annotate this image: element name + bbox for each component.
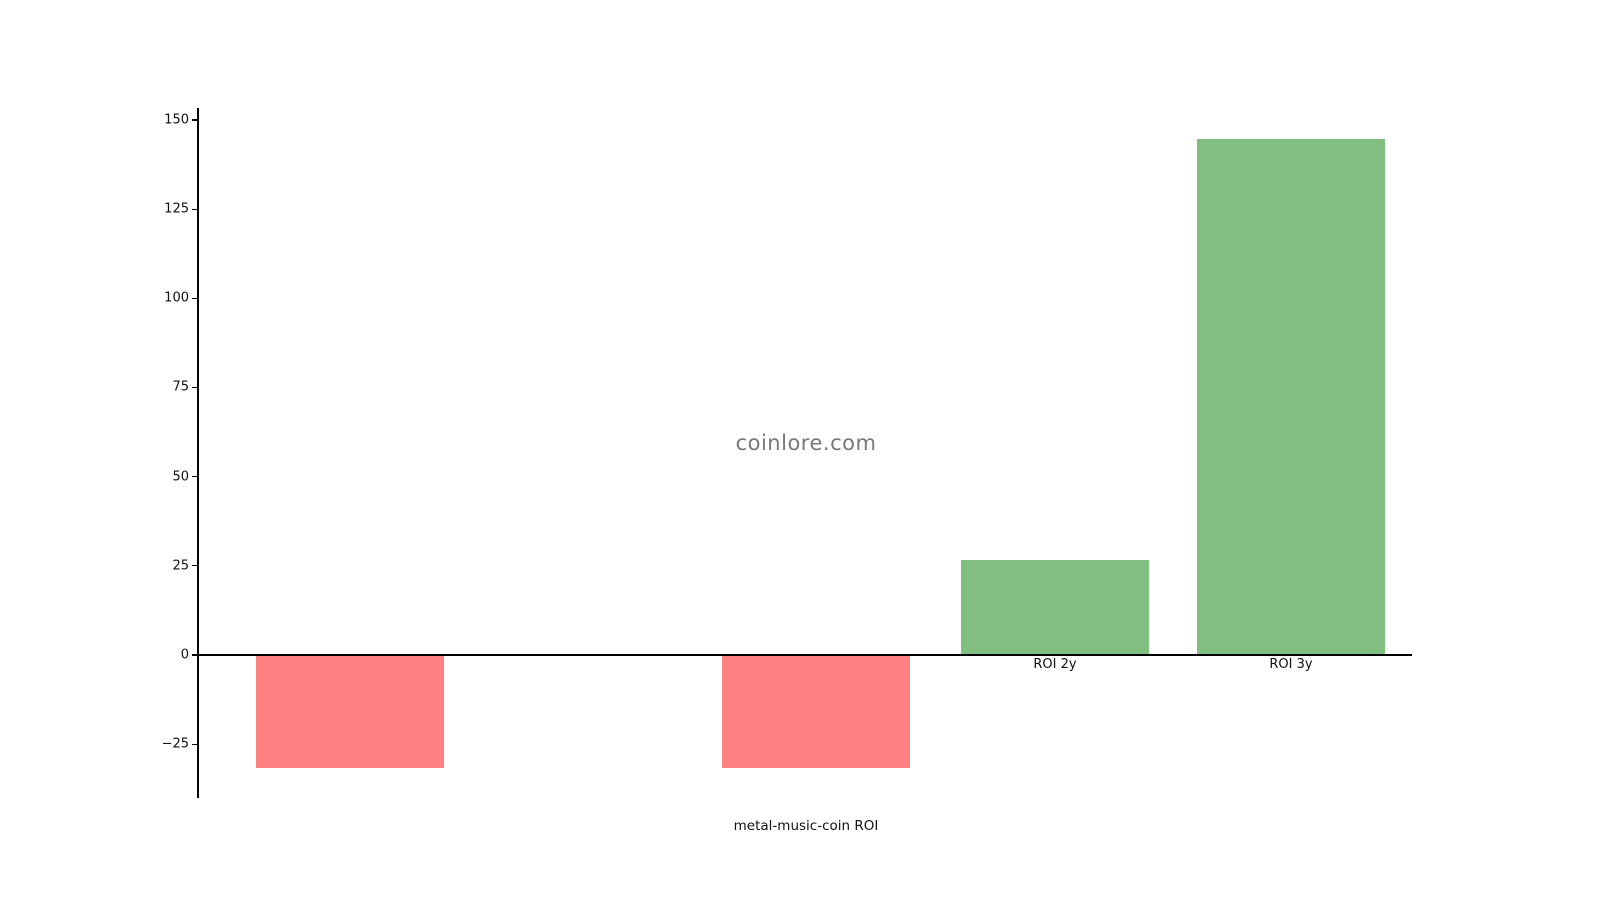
y-tick-mark-150 [192, 119, 197, 121]
x-tick-label-roi-2y: ROI 2y [1033, 657, 1077, 672]
y-tick-mark-25 [192, 565, 197, 567]
x-tick-label-roi-3y: ROI 3y [1269, 657, 1313, 672]
bar-roi-3y [1197, 138, 1385, 655]
y-tick-mark-50 [192, 476, 197, 478]
y-tick-label-125: 125 [164, 201, 189, 217]
y-tick-mark--25 [192, 743, 197, 745]
bar-roi-2y [961, 560, 1149, 655]
y-tick-mark-75 [192, 386, 197, 389]
y-axis-spine [197, 108, 199, 798]
y-tick-mark-0 [192, 654, 197, 656]
watermark-text: coinlore.com [735, 431, 877, 455]
y-tick-label-100: 100 [164, 290, 189, 306]
x-axis-zero-line [197, 654, 1412, 656]
bar-unlabeled-2 [722, 655, 910, 769]
y-tick-label-25: 25 [172, 558, 189, 574]
y-tick-label-50: 50 [172, 469, 189, 485]
chart-title: metal-music-coin ROI [733, 818, 879, 834]
y-tick-label-0: 0 [180, 647, 189, 663]
y-tick-label--25: −25 [161, 736, 189, 752]
y-tick-mark-125 [192, 208, 197, 210]
y-tick-label-75: 75 [172, 379, 189, 395]
bar-unlabeled-1 [256, 655, 444, 769]
y-tick-mark-100 [192, 297, 197, 299]
y-tick-label-150: 150 [164, 112, 189, 128]
